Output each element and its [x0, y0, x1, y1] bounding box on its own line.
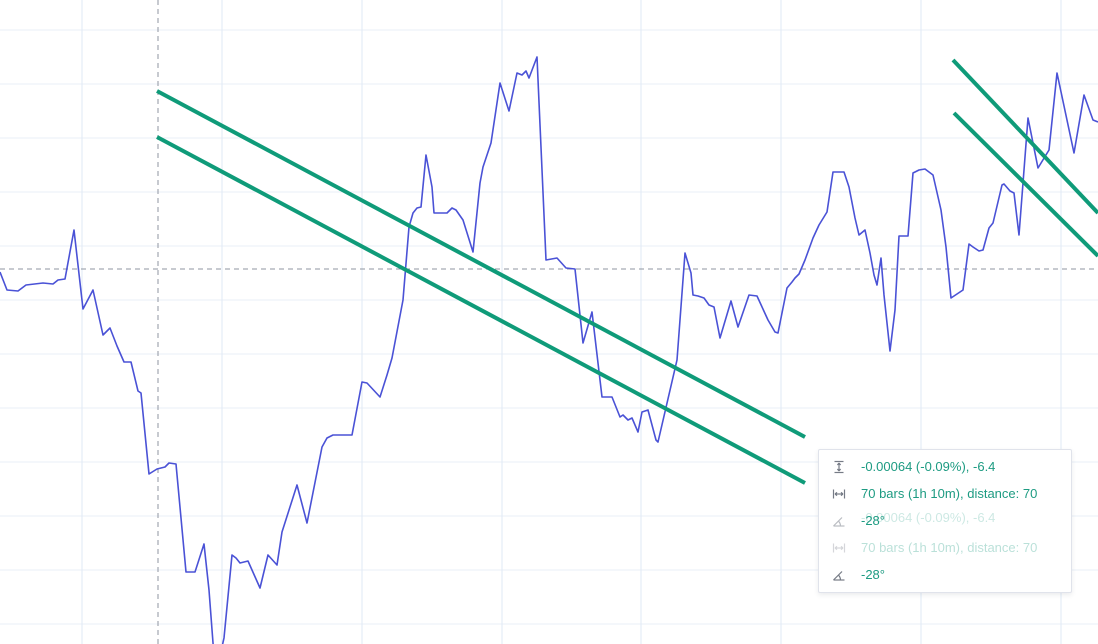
- angle-value-2: -28°: [861, 567, 885, 582]
- height-measure-icon: [830, 459, 848, 475]
- width-measure-icon: [830, 540, 848, 556]
- ghost-measure-row-bars: 70 bars (1h 10m), distance: 70: [819, 534, 1071, 561]
- parallel-channel-right[interactable]: [952, 111, 1098, 258]
- parallel-channel-right[interactable]: [951, 58, 1098, 215]
- measure-row-angle-2: -28°: [819, 561, 1071, 588]
- ghost-price-change-value: -0.00064 (-0.09%), -6.4: [861, 510, 996, 525]
- angle-icon: [830, 513, 848, 529]
- measure-tooltip: -0.00064 (-0.09%), -6.4 70 bars (1h 10m)…: [818, 449, 1072, 593]
- price-line: [0, 56, 1098, 644]
- measure-row-angle: -0.00064 (-0.09%), -6.4 -28°: [819, 507, 1071, 534]
- angle-value: -28°: [861, 513, 885, 528]
- bars-distance-value: 70 bars (1h 10m), distance: 70: [861, 486, 1038, 501]
- width-measure-icon: [830, 486, 848, 502]
- ghost-bars-distance-value: 70 bars (1h 10m), distance: 70: [861, 540, 1038, 555]
- parallel-channel-left[interactable]: [156, 135, 806, 485]
- measure-row-bars: 70 bars (1h 10m), distance: 70: [819, 480, 1071, 507]
- parallel-channel-left[interactable]: [156, 89, 806, 439]
- price-change-value: -0.00064 (-0.09%), -6.4: [861, 459, 996, 474]
- measure-row-price-change: -0.00064 (-0.09%), -6.4: [819, 453, 1071, 480]
- angle-icon: [830, 567, 848, 583]
